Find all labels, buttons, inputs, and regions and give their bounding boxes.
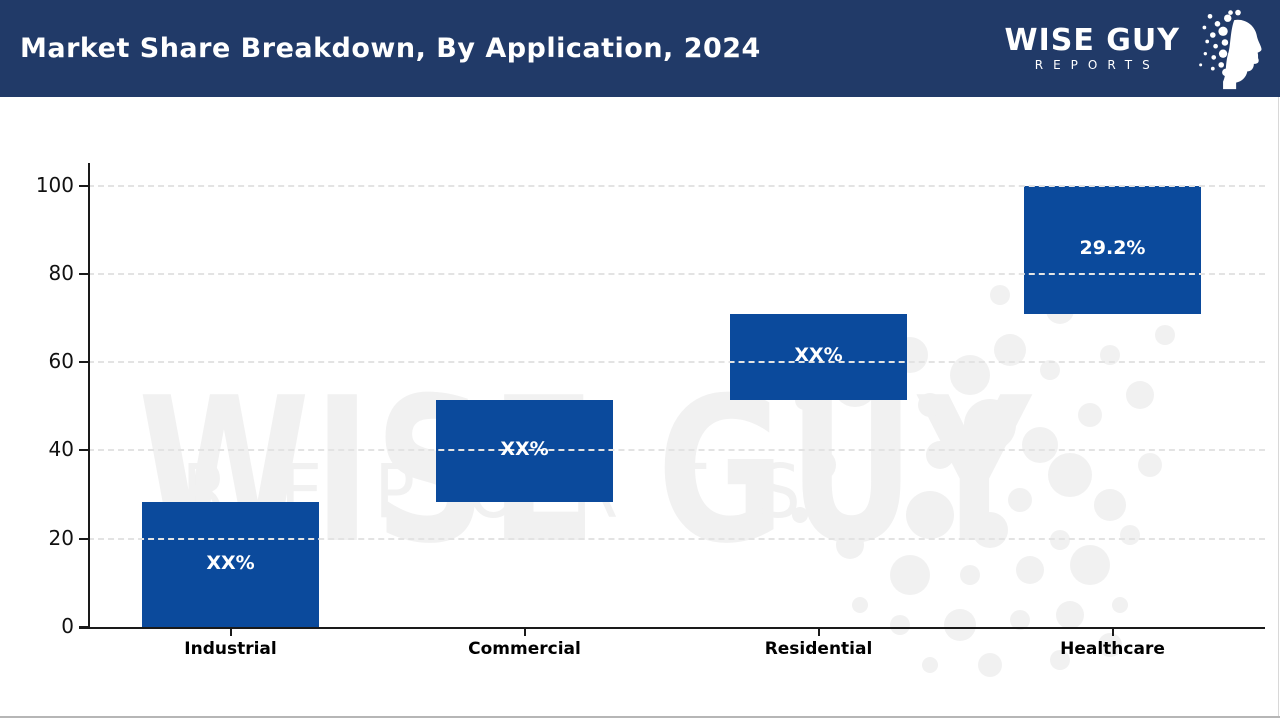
x-tick-industrial bbox=[229, 629, 232, 636]
category-label-healthcare: Healthcare bbox=[1060, 639, 1165, 659]
category-label-commercial: Commercial bbox=[468, 639, 581, 659]
right-border-line bbox=[1278, 97, 1279, 716]
category-label-residential: Residential bbox=[764, 639, 873, 659]
chart-canvas: WISE GUY REPORTS 020406080100XX%Industri… bbox=[0, 97, 1280, 718]
y-axis-line bbox=[88, 163, 90, 629]
gridline-60 bbox=[88, 361, 1265, 364]
logo-text: WISE GUY REPORTS bbox=[1004, 25, 1180, 72]
x-tick-residential bbox=[817, 629, 820, 636]
y-tick-label-100: 100 bbox=[35, 172, 74, 197]
face-profile-dots-icon bbox=[1199, 9, 1262, 89]
bar-residential bbox=[730, 314, 907, 401]
bar-value-label: XX% bbox=[500, 438, 549, 461]
y-tick-label-0: 0 bbox=[61, 614, 74, 638]
gridline-20 bbox=[88, 537, 1265, 540]
y-tick-100 bbox=[79, 184, 88, 187]
category-label-industrial: Industrial bbox=[184, 639, 277, 659]
bar-value-label: XX% bbox=[206, 551, 255, 574]
x-tick-healthcare bbox=[1111, 629, 1114, 636]
y-tick-label-20: 20 bbox=[48, 525, 74, 550]
y-tick-label-40: 40 bbox=[48, 437, 74, 462]
gridline-100 bbox=[88, 184, 1265, 187]
bottom-border-line bbox=[0, 716, 1280, 718]
bar-healthcare bbox=[1024, 185, 1201, 315]
y-tick-40 bbox=[79, 449, 88, 452]
y-tick-label-80: 80 bbox=[48, 260, 74, 285]
y-tick-label-60: 60 bbox=[48, 349, 74, 374]
x-tick-commercial bbox=[523, 629, 526, 636]
gridline-40 bbox=[88, 449, 1265, 452]
x-axis-line bbox=[79, 627, 1265, 629]
y-tick-80 bbox=[79, 272, 88, 275]
bar-value-label: 29.2% bbox=[1079, 236, 1146, 259]
logo-subtitle: REPORTS bbox=[1034, 57, 1160, 72]
bar-industrial bbox=[142, 502, 319, 627]
wise-guy-reports-logo: WISE GUY REPORTS bbox=[1004, 7, 1266, 91]
y-tick-20 bbox=[79, 537, 88, 540]
chart-title: Market Share Breakdown, By Application, … bbox=[20, 33, 761, 64]
bar-value-label: XX% bbox=[794, 344, 843, 367]
logo-wordmark: WISE GUY bbox=[1004, 23, 1180, 59]
header-bar: Market Share Breakdown, By Application, … bbox=[0, 0, 1280, 97]
gridline-80 bbox=[88, 272, 1265, 275]
y-tick-60 bbox=[79, 361, 88, 364]
